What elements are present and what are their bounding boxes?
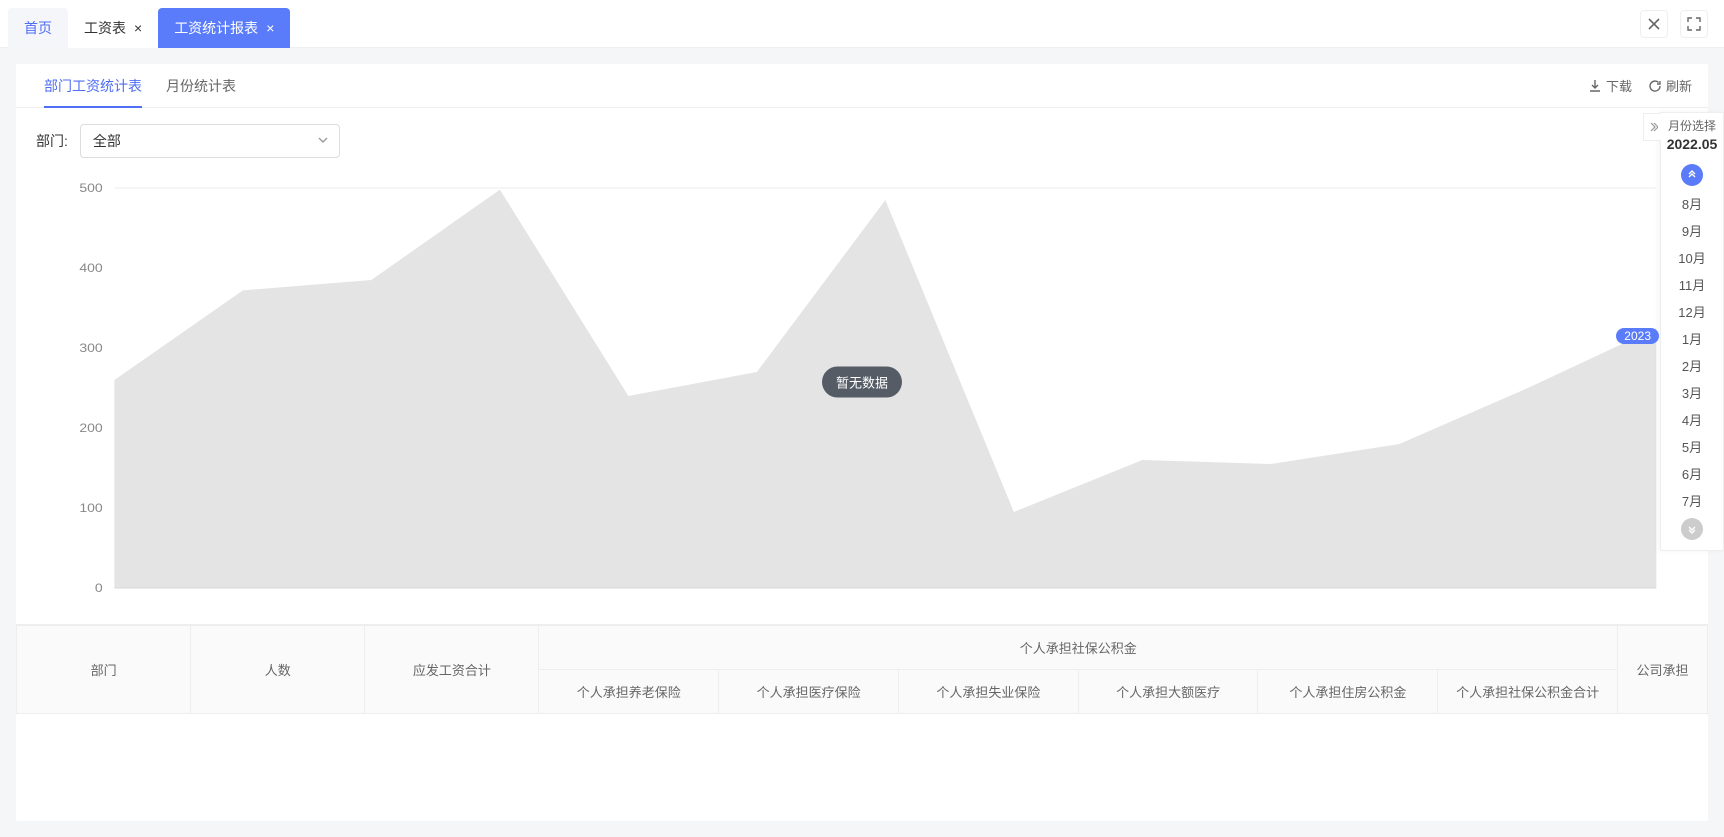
table-header-sub: 个人承担医疗保险 bbox=[719, 670, 899, 714]
content-area: 部门工资统计表月份统计表 下载 刷新 部门: 全部 bbox=[0, 48, 1724, 837]
year-badge: 2023 bbox=[1616, 328, 1659, 344]
month-item[interactable]: 2月 bbox=[1682, 356, 1702, 375]
top-tab-2[interactable]: 工资统计报表 × bbox=[158, 8, 290, 48]
filter-row: 部门: 全部 bbox=[16, 108, 1708, 166]
month-item[interactable]: 9月 bbox=[1682, 221, 1702, 240]
refresh-icon bbox=[1648, 79, 1662, 93]
sub-tab-1[interactable]: 月份统计表 bbox=[154, 64, 248, 108]
close-icon[interactable]: × bbox=[266, 20, 274, 36]
month-scroll-up-button[interactable] bbox=[1681, 164, 1703, 186]
report-panel: 部门工资统计表月份统计表 下载 刷新 部门: 全部 bbox=[16, 64, 1708, 821]
table-header-trailing: 公司承担 bbox=[1618, 626, 1708, 714]
table-header-sub: 个人承担住房公积金 bbox=[1258, 670, 1438, 714]
svg-text:500: 500 bbox=[79, 181, 102, 195]
download-button[interactable]: 下载 bbox=[1588, 76, 1632, 95]
month-picker-selected: 2022.05 bbox=[1661, 136, 1723, 158]
top-tab-label: 工资统计报表 bbox=[174, 18, 258, 38]
month-item[interactable]: 10月 bbox=[1678, 248, 1705, 267]
month-picker-title: 月份选择 bbox=[1661, 113, 1723, 136]
fullscreen-button[interactable] bbox=[1680, 10, 1708, 38]
no-data-badge: 暂无数据 bbox=[822, 367, 902, 398]
department-select[interactable]: 全部 bbox=[80, 124, 340, 158]
month-item[interactable]: 6月 bbox=[1682, 464, 1702, 483]
svg-text:400: 400 bbox=[79, 261, 102, 275]
table-header-sub: 个人承担大额医疗 bbox=[1078, 670, 1258, 714]
month-scroll-down-button[interactable] bbox=[1681, 518, 1703, 540]
close-all-tabs-button[interactable] bbox=[1640, 10, 1668, 38]
month-item[interactable]: 11月 bbox=[1679, 275, 1706, 294]
month-item[interactable]: 1月 bbox=[1682, 329, 1702, 348]
month-item[interactable]: 12月 bbox=[1678, 302, 1705, 321]
close-icon[interactable]: × bbox=[134, 20, 142, 36]
month-item[interactable]: 3月 bbox=[1682, 383, 1702, 402]
top-tab-label: 首页 bbox=[24, 18, 52, 38]
top-tab-1[interactable]: 工资表 × bbox=[68, 8, 158, 48]
top-tab-bar: 首页 工资表 × 工资统计报表 × bbox=[0, 0, 1724, 48]
top-tab-label: 工资表 bbox=[84, 18, 126, 38]
svg-text:300: 300 bbox=[79, 341, 102, 355]
department-filter-label: 部门: bbox=[36, 131, 68, 151]
month-item[interactable]: 5月 bbox=[1682, 437, 1702, 456]
download-label: 下载 bbox=[1606, 76, 1632, 95]
month-picker-collapse-button[interactable] bbox=[1643, 113, 1661, 141]
chevron-down-icon bbox=[317, 133, 329, 149]
refresh-label: 刷新 bbox=[1666, 76, 1692, 95]
table-header-fixed: 部门 bbox=[17, 626, 191, 714]
month-item[interactable]: 8月 bbox=[1682, 194, 1702, 213]
table-header-group: 个人承担社保公积金 bbox=[539, 626, 1618, 670]
svg-text:200: 200 bbox=[79, 421, 102, 435]
sub-tab-bar: 部门工资统计表月份统计表 下载 刷新 bbox=[16, 64, 1708, 108]
svg-text:0: 0 bbox=[95, 581, 103, 595]
top-tab-0[interactable]: 首页 bbox=[8, 8, 68, 48]
refresh-button[interactable]: 刷新 bbox=[1648, 76, 1692, 95]
svg-text:100: 100 bbox=[79, 501, 102, 515]
month-item[interactable]: 7月 bbox=[1682, 491, 1702, 510]
table-header-fixed: 应发工资合计 bbox=[365, 626, 539, 714]
summary-table: 部门人数应发工资合计个人承担社保公积金公司承担个人承担养老保险个人承担医疗保险个… bbox=[16, 624, 1708, 714]
table-header-sub: 个人承担养老保险 bbox=[539, 670, 719, 714]
sub-tab-0[interactable]: 部门工资统计表 bbox=[32, 64, 154, 108]
download-icon bbox=[1588, 79, 1602, 93]
department-select-value: 全部 bbox=[93, 131, 121, 151]
table-header-sub: 个人承担社保公积金合计 bbox=[1438, 670, 1618, 714]
table-header-fixed: 人数 bbox=[191, 626, 365, 714]
table-header-sub: 个人承担失业保险 bbox=[898, 670, 1078, 714]
month-picker-panel: 月份选择 2022.05 8月 9月 10月 11月 12月 1月 2月 3月 4月 5月 6月 7月… bbox=[1660, 112, 1724, 551]
chart-container: 0 100 200 300 400 500 暂无数据 bbox=[16, 166, 1708, 616]
month-item[interactable]: 4月 bbox=[1682, 410, 1702, 429]
